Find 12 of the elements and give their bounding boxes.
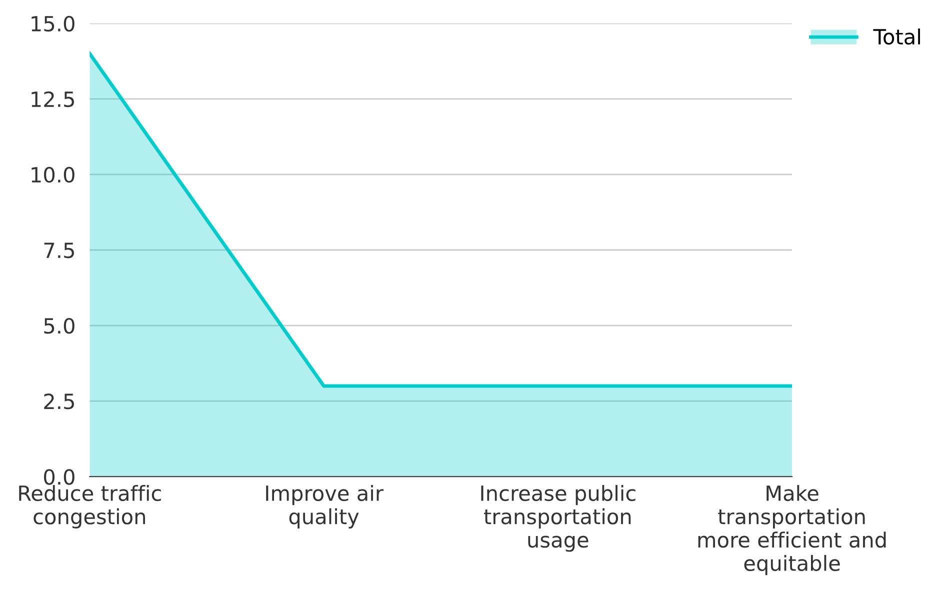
y-tick-label: 15.0 [32, 16, 74, 32]
x-tick-label: Improve air quality [266, 484, 384, 528]
x-tick-label: Make transportation more efficient and equitable [698, 484, 886, 576]
legend-label: Total [873, 28, 920, 45]
y-tick-label: 5.0 [44, 318, 74, 334]
x-tick-label: Reduce traffic congestion [19, 484, 161, 528]
y-tick-label: 10.0 [32, 166, 74, 183]
y-tick-label: 7.5 [44, 242, 74, 258]
y-tick-label: 12.5 [32, 91, 74, 108]
y-tick-label: 0.0 [44, 469, 74, 485]
x-tick-label: Increase public transportation usage [481, 484, 636, 552]
y-tick-label: 2.5 [44, 394, 74, 410]
